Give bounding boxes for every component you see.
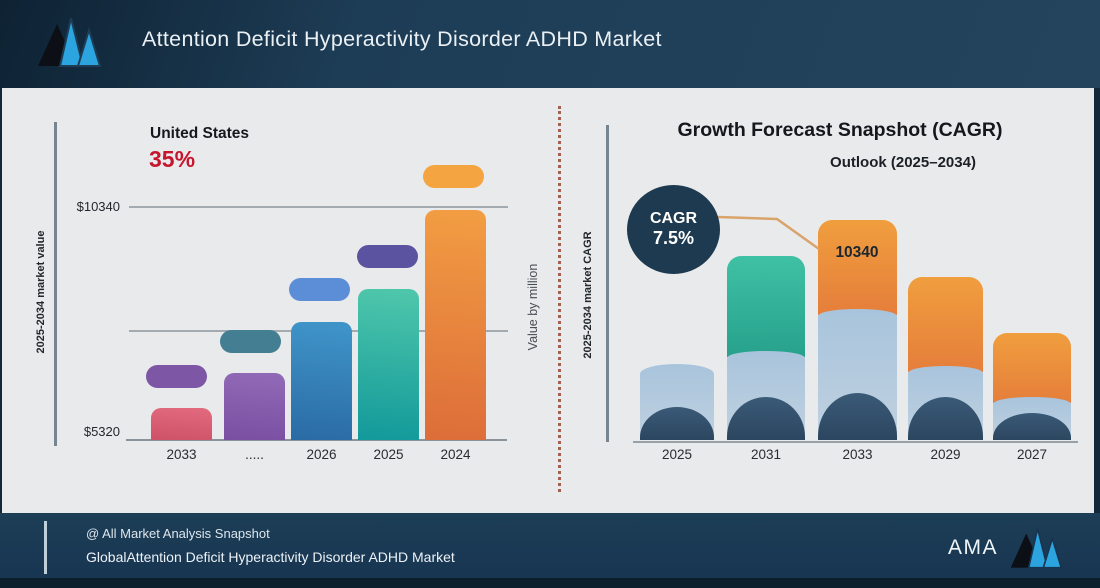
cagr-badge-label: CAGR — [649, 210, 698, 228]
chart1-bar-cap — [146, 365, 207, 388]
chart1-bar — [224, 373, 285, 440]
chart1-bar-cap — [289, 278, 350, 301]
footer-credit-line2: GlobalAttention Deficit Hyperactivity Di… — [86, 549, 455, 565]
chart1-bar-cap — [220, 330, 281, 353]
left-chart-gridline-top — [129, 206, 508, 208]
left-chart-secondary-axis-title: Value by million — [526, 263, 540, 351]
chart2-bar-top-segment — [993, 333, 1071, 403]
header-bar: Attention Deficit Hyperactivity Disorder… — [0, 0, 1100, 88]
chart1-bar — [291, 322, 352, 440]
right-chart-y-axis-line — [606, 125, 609, 442]
chart2-x-label: 2029 — [930, 447, 961, 462]
left-chart-highlight-value: 35% — [149, 146, 196, 172]
right-chart-y-axis-title: 2025-2034 market CAGR — [582, 231, 594, 359]
chart2-x-label: 2033 — [842, 447, 873, 462]
chart1-x-label: 2026 — [306, 447, 337, 462]
chart2-bar-top-segment — [727, 256, 805, 357]
badge-connector-line — [717, 215, 820, 251]
left-chart-y-axis-title: 2025-2034 market value — [35, 230, 47, 354]
ama-logo-icon — [38, 17, 102, 67]
left-chart-region-label: United States — [150, 125, 250, 142]
left-chart-ytick-top: $10340 — [76, 199, 120, 214]
footer-brand-text: AMA — [948, 536, 999, 559]
right-chart-subtitle: Outlook (2025–2034) — [830, 154, 976, 171]
chart2-x-label: 2031 — [750, 447, 782, 462]
chart1-x-label: ..... — [245, 447, 264, 462]
footer-credit-line1: @ All Market Analysis Snapshot — [86, 526, 270, 541]
footer-bar: @ All Market Analysis Snapshot GlobalAtt… — [0, 513, 1100, 588]
chart2-bar-top-segment — [818, 220, 897, 315]
panel-divider-dotted-line — [558, 106, 561, 492]
chart1-x-label: 2033 — [166, 447, 197, 462]
ama-logo-icon — [1010, 528, 1063, 569]
right-chart-value-label: 10340 — [835, 244, 879, 261]
chart2-x-label: 2025 — [661, 447, 693, 462]
chart1-x-label: 2024 — [440, 447, 471, 462]
left-chart-y-axis-line — [54, 122, 57, 446]
cagr-badge: CAGR 7.5% — [627, 185, 720, 274]
chart2-bar-top-segment — [908, 277, 983, 372]
chart1-bar-cap — [423, 165, 484, 188]
footer-accent-line — [44, 521, 47, 574]
cagr-badge-value: 7.5% — [652, 228, 695, 249]
page-title: Attention Deficit Hyperactivity Disorder… — [142, 27, 662, 51]
right-chart-title: Growth Forecast Snapshot (CAGR) — [677, 119, 1003, 141]
chart1-bar — [358, 289, 419, 440]
chart1-bar-cap — [357, 245, 418, 268]
left-chart-x-axis-line — [126, 439, 507, 441]
chart1-bar — [151, 408, 212, 440]
footer-bottom-strip — [0, 578, 1100, 588]
chart1-x-label: 2025 — [373, 447, 404, 462]
right-chart-x-axis-line — [633, 441, 1078, 443]
chart2-x-label: 2027 — [1016, 447, 1048, 462]
left-chart-ytick-bottom: $5320 — [83, 424, 120, 439]
chart1-bar — [425, 210, 486, 440]
